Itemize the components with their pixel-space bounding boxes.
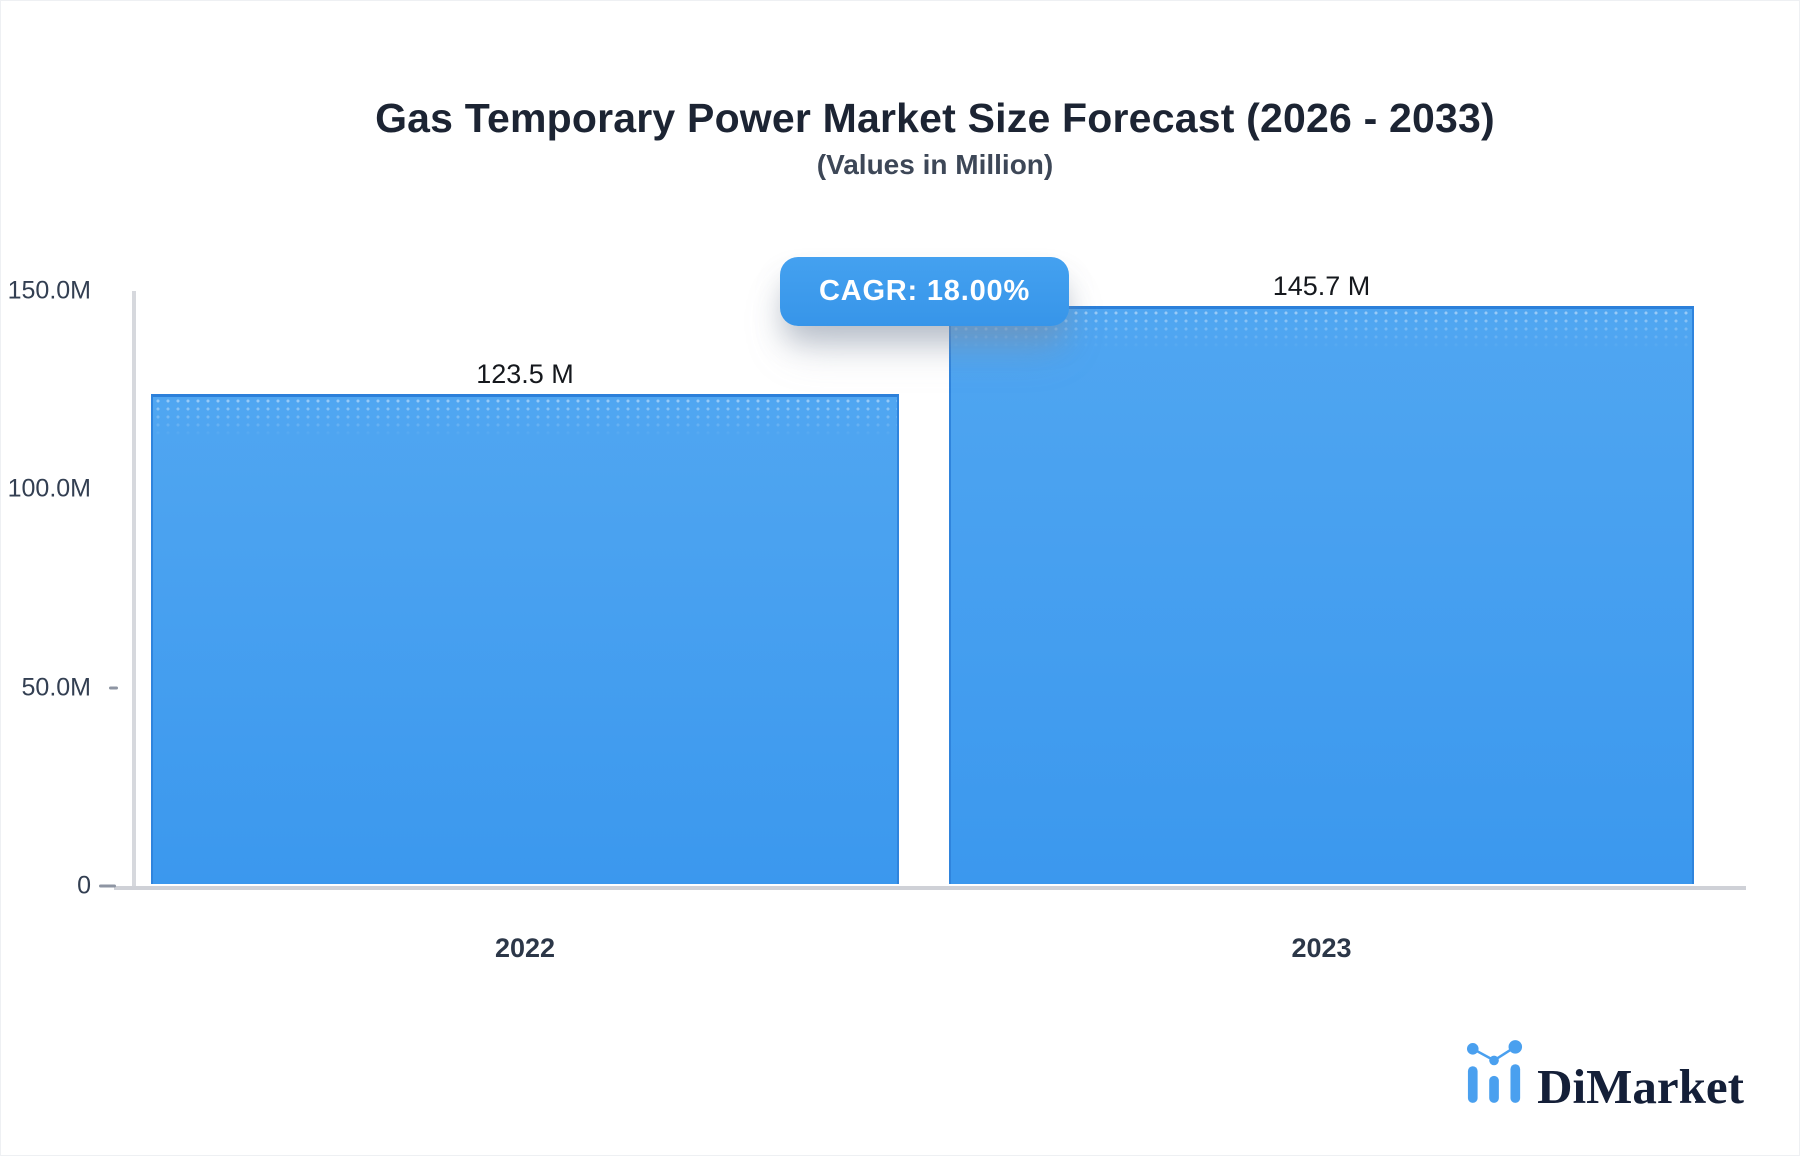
bar-2022[interactable] [151,394,899,884]
chart-title: Gas Temporary Power Market Size Forecast… [375,95,1495,141]
chart-subtitle: (Values in Million) [816,149,1054,180]
x-tick-label-2022: 2022 [494,933,556,963]
bar-2023[interactable] [949,306,1694,884]
bar-top-texture [153,397,897,439]
cagr-badge: CAGR: 18.00% [780,257,1069,326]
bar-top-texture [951,309,1692,351]
bar-value-label: 123.5 M [476,359,574,389]
x-tick-label-2023: 2023 [1291,933,1352,963]
brand-name: DiMarket [1537,1059,1744,1114]
y-tick-label: 50.0M [21,673,91,702]
y-tick-label: 150.0M [7,276,91,305]
y-tick-label: 0 [77,871,91,900]
x-axis-line [114,886,1746,890]
y-tick-label: 100.0M [7,474,91,503]
y-axis-line [132,291,136,888]
bar-line-chart-icon [1466,1040,1524,1109]
brand-logo: DiMarket [1466,1040,1744,1111]
y-tick-mark [99,884,116,888]
bar-value-label: 145.7 M [1272,271,1371,301]
cagr-badge-label: CAGR: 18.00% [818,275,1031,307]
y-tick-mark [109,686,118,690]
